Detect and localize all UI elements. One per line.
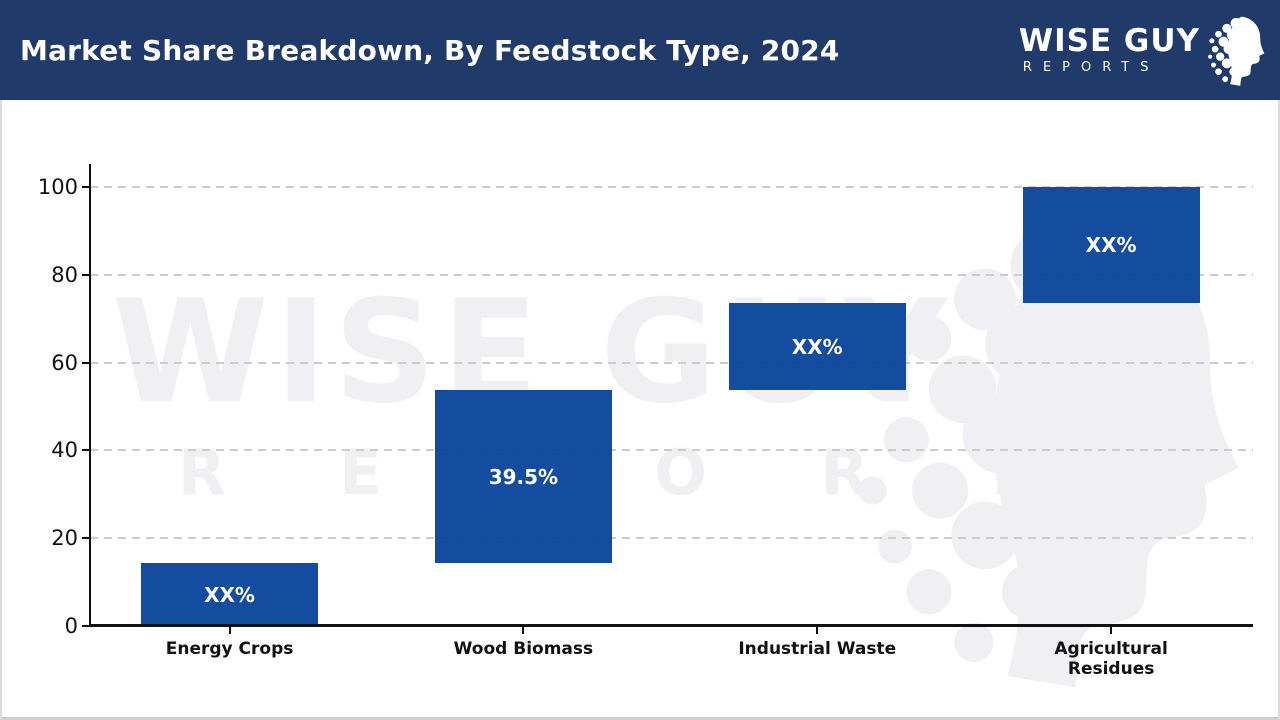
y-tick-label-60: 60 [51, 350, 78, 375]
x-tick-mark-0 [228, 627, 231, 634]
brand-logo: WISE GUY REPORTS [1019, 9, 1266, 91]
y-tick-mark-40 [82, 449, 90, 452]
y-tick-label-20: 20 [51, 526, 78, 551]
y-axis-line [89, 164, 91, 626]
y-tick-mark-20 [82, 537, 90, 540]
gridline-60 [90, 361, 1253, 364]
brand-subtitle: REPORTS [1022, 60, 1160, 75]
x-tick-mark-1 [522, 627, 525, 634]
bar-wood-biomass [434, 389, 612, 564]
bar-value-label: XX% [791, 334, 843, 359]
page-title: Market Share Breakdown, By Feedstock Typ… [20, 33, 840, 67]
gridline-20 [90, 537, 1253, 540]
bar-value-label: XX% [204, 582, 255, 607]
y-tick-label-80: 80 [51, 262, 78, 287]
x-category-label: Industrial Waste [738, 639, 897, 659]
x-category-label: Wood Biomass [453, 639, 594, 659]
x-category-label: Agricultural Residues [1054, 639, 1168, 679]
y-tick-label-0: 0 [64, 614, 78, 638]
x-category-label: Energy Crops [165, 639, 294, 659]
y-tick-label-40: 40 [51, 438, 78, 463]
y-tick-mark-100 [82, 186, 90, 188]
header-bar: Market Share Breakdown, By Feedstock Typ… [0, 0, 1280, 100]
x-axis-line [89, 624, 1253, 627]
y-tick-mark-60 [82, 361, 90, 364]
brand-logo-text: WISE GUY REPORTS [1018, 23, 1200, 75]
y-tick-mark-0 [82, 625, 90, 627]
bar-value-label: 39.5% [488, 464, 559, 489]
y-tick-label-100: 100 [37, 175, 78, 199]
gridline-100 [90, 186, 1253, 188]
bar-energy-crops [141, 563, 319, 626]
brand-name: WISE GUY [1018, 23, 1200, 59]
y-tick-mark-80 [82, 273, 90, 276]
x-tick-mark-2 [816, 627, 819, 634]
gridline-40 [90, 449, 1253, 452]
x-tick-mark-3 [1110, 627, 1113, 634]
gridline-80 [90, 273, 1253, 276]
wise-guy-face-icon [1208, 16, 1265, 86]
bar-industrial-waste [728, 303, 906, 390]
bar-value-label: XX% [1085, 233, 1137, 258]
bar-agricultural-residues [1022, 187, 1200, 304]
